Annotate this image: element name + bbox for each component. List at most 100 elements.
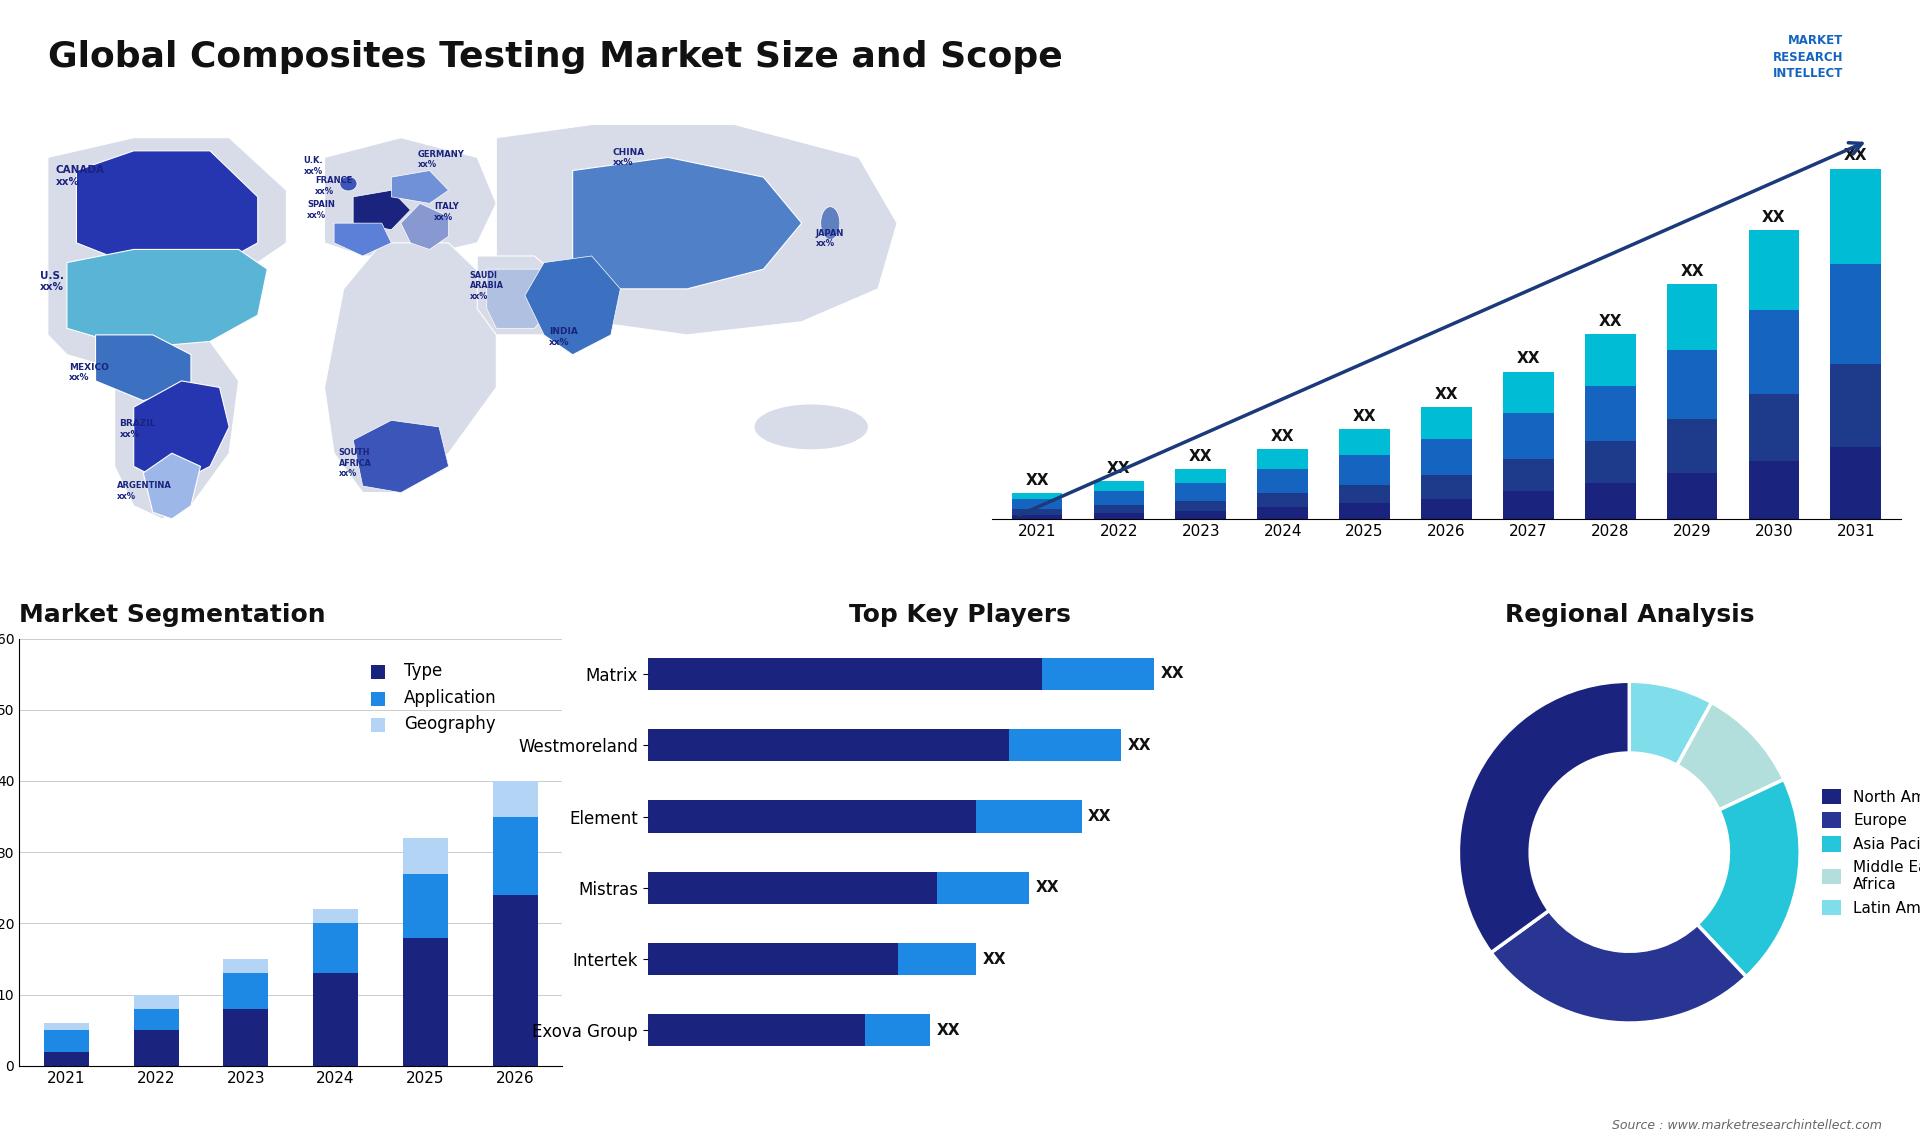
Bar [1667, 350, 1716, 419]
Bar [1584, 385, 1636, 441]
Bar [1503, 371, 1553, 414]
Polygon shape [67, 250, 267, 348]
Polygon shape [353, 190, 411, 229]
Bar [1175, 484, 1227, 501]
Title: Top Key Players: Top Key Players [849, 603, 1071, 627]
Text: XX: XX [1271, 429, 1294, 444]
Bar [1584, 484, 1636, 519]
Bar [1830, 265, 1882, 363]
Bar [134, 995, 179, 1008]
Bar [44, 1052, 88, 1066]
Text: SPAIN
xx%: SPAIN xx% [307, 201, 336, 220]
Bar [313, 973, 357, 1066]
Bar [1338, 455, 1390, 485]
Text: XX: XX [1188, 449, 1213, 464]
Text: INDIA
xx%: INDIA xx% [549, 328, 578, 347]
Bar [223, 1008, 269, 1066]
Polygon shape [572, 157, 803, 289]
Bar [1012, 493, 1062, 499]
Bar [1421, 408, 1473, 439]
Bar [1094, 490, 1144, 505]
Polygon shape [324, 243, 495, 493]
Wedge shape [1492, 910, 1747, 1023]
Bar [1830, 168, 1882, 265]
Polygon shape [96, 335, 190, 401]
Bar [493, 895, 538, 1066]
Text: XX: XX [1035, 880, 1060, 895]
Text: XX: XX [1680, 264, 1703, 278]
Text: Global Composites Testing Market Size and Scope: Global Composites Testing Market Size an… [48, 40, 1064, 74]
Ellipse shape [820, 206, 839, 240]
Text: CHINA
xx%: CHINA xx% [612, 148, 645, 167]
Bar [403, 873, 447, 937]
Wedge shape [1697, 779, 1801, 976]
Bar [1830, 447, 1882, 519]
Bar [1584, 333, 1636, 385]
Bar [223, 973, 269, 1008]
Polygon shape [524, 256, 620, 354]
Bar [1175, 511, 1227, 519]
Bar [1749, 230, 1799, 311]
Text: BRAZIL
xx%: BRAZIL xx% [119, 419, 156, 439]
Bar [1012, 515, 1062, 519]
Bar [1258, 449, 1308, 469]
Text: XX: XX [937, 1023, 960, 1038]
Polygon shape [48, 138, 286, 375]
Bar [1749, 461, 1799, 519]
Bar [647, 658, 1043, 690]
Bar [647, 729, 1010, 761]
Bar [1094, 513, 1144, 519]
Polygon shape [392, 171, 449, 204]
Bar [1503, 460, 1553, 490]
Bar [647, 943, 897, 975]
Text: SOUTH
AFRICA
xx%: SOUTH AFRICA xx% [338, 448, 372, 478]
Bar [1012, 509, 1062, 515]
Bar [44, 1030, 88, 1052]
Bar [134, 1030, 179, 1066]
Text: Market Segmentation: Market Segmentation [19, 603, 326, 627]
Text: XX: XX [1025, 473, 1048, 488]
Text: U.K.
xx%: U.K. xx% [303, 156, 323, 175]
Bar [493, 780, 538, 817]
Bar [1043, 658, 1154, 690]
Text: XX: XX [1434, 387, 1457, 402]
Title: Regional Analysis: Regional Analysis [1505, 603, 1755, 627]
Bar [134, 1008, 179, 1030]
Bar [1338, 503, 1390, 519]
Bar [1175, 501, 1227, 511]
Text: XX: XX [1843, 149, 1868, 164]
Text: Source : www.marketresearchintellect.com: Source : www.marketresearchintellect.com [1611, 1120, 1882, 1132]
Bar [313, 909, 357, 924]
Bar [647, 801, 977, 832]
Polygon shape [134, 380, 228, 486]
Text: FRANCE
xx%: FRANCE xx% [315, 176, 353, 196]
Bar [1749, 311, 1799, 393]
Text: XX: XX [983, 951, 1006, 966]
Polygon shape [488, 269, 563, 328]
Bar [1258, 493, 1308, 507]
Bar [1010, 729, 1121, 761]
Bar [1667, 473, 1716, 519]
Bar [1175, 469, 1227, 484]
Text: XX: XX [1517, 352, 1540, 367]
Polygon shape [115, 342, 238, 519]
Bar [1503, 414, 1553, 460]
Bar [897, 943, 977, 975]
Text: MARKET
RESEARCH
INTELLECT: MARKET RESEARCH INTELLECT [1772, 34, 1843, 80]
Bar [1012, 499, 1062, 509]
Legend: Type, Application, Geography: Type, Application, Geography [365, 656, 503, 740]
Text: CANADA
xx%: CANADA xx% [56, 165, 104, 187]
Bar [1094, 505, 1144, 513]
Text: XX: XX [1160, 667, 1185, 682]
Text: XX: XX [1089, 809, 1112, 824]
Bar [493, 817, 538, 895]
Bar [1094, 481, 1144, 490]
Text: XX: XX [1763, 210, 1786, 225]
Text: SAUDI
ARABIA
xx%: SAUDI ARABIA xx% [470, 270, 503, 300]
Wedge shape [1630, 681, 1711, 766]
Text: GERMANY
xx%: GERMANY xx% [419, 150, 465, 170]
Bar [1421, 476, 1473, 499]
Bar [1667, 419, 1716, 473]
Polygon shape [144, 453, 200, 519]
Bar [1421, 499, 1473, 519]
